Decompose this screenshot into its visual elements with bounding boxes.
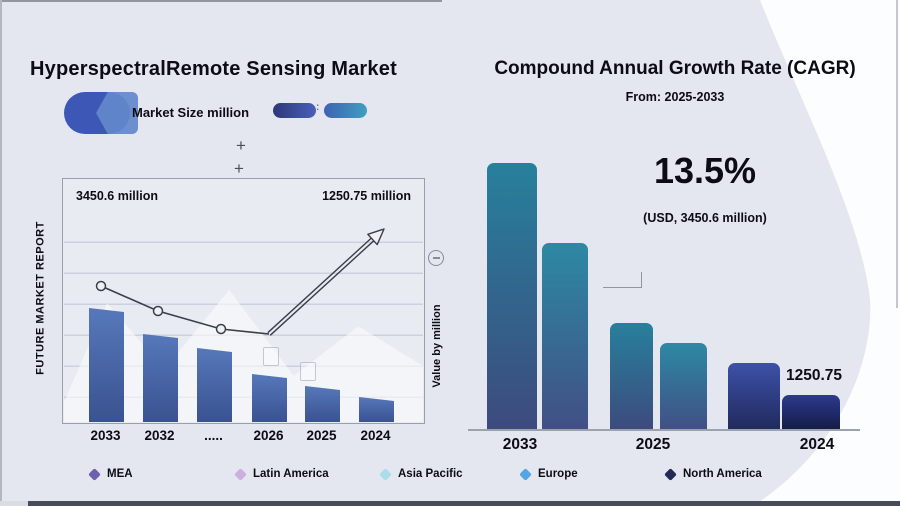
brand-label: Market Size million xyxy=(132,105,250,120)
cagr-axis-line xyxy=(468,429,860,431)
bar-..... xyxy=(197,348,232,422)
step-decoration xyxy=(603,287,641,289)
x-label: 2025 xyxy=(306,428,337,443)
background-swoosh xyxy=(753,0,900,506)
annotation-right: 1250.75 million xyxy=(322,189,411,203)
legend-diamond-icon xyxy=(664,467,677,481)
market-size-chart: 3450.6 million 1250.75 million xyxy=(62,178,425,424)
legend-label: MEA xyxy=(107,468,133,480)
bar-2026 xyxy=(252,374,287,422)
left-x-axis-labels: 2033 2032..... 2026 2025 2024 xyxy=(62,428,425,446)
legend-item-latin-america: Latin America xyxy=(234,467,329,481)
legend-item-europe: Europe xyxy=(519,467,578,481)
x-label: ..... xyxy=(204,428,223,443)
x-label: 2033 xyxy=(90,428,121,443)
bar-2025 xyxy=(305,386,340,422)
frame-right-border xyxy=(896,0,898,308)
legend-item-mea: MEA xyxy=(88,467,133,481)
cagr-bar xyxy=(782,395,840,430)
legend-label: Latin America xyxy=(253,468,329,480)
cagr-detail: (USD, 3450.6 million) xyxy=(643,211,767,225)
legend-item-asia-pacific: Asia Pacific xyxy=(379,467,463,481)
ratio-separator: : xyxy=(316,102,320,113)
cagr-x-label: 2033 xyxy=(502,436,538,453)
legend-diamond-icon xyxy=(234,467,247,481)
cagr-bar xyxy=(610,323,653,430)
bottom-border-light xyxy=(0,501,28,506)
minus-circle-icon xyxy=(428,250,444,266)
cagr-x-label: 2025 xyxy=(635,436,671,453)
legend-label: North America xyxy=(683,468,762,480)
bar-2024 xyxy=(359,397,394,422)
ghost-clipboard-icon xyxy=(300,362,316,381)
value-axis-label: Value by million xyxy=(431,304,443,388)
ratio-pill-left-icon xyxy=(273,103,316,118)
cagr-subtitle: From: 2025-2033 xyxy=(625,90,725,104)
x-label: 2032 xyxy=(144,428,175,443)
legend-diamond-icon xyxy=(88,467,101,481)
legend-label: Europe xyxy=(538,468,578,480)
step-decoration xyxy=(641,272,643,288)
plus-mark-icon: + xyxy=(234,159,244,178)
legend-item-north-america: North America xyxy=(664,467,762,481)
legend-diamond-icon xyxy=(519,467,532,481)
trend-line-arrow xyxy=(95,228,385,336)
bottom-border xyxy=(28,501,900,506)
frame-left-border xyxy=(0,0,2,501)
cagr-value: 13.5% xyxy=(653,150,757,191)
legend-label: Asia Pacific xyxy=(398,468,463,480)
bar-2033 xyxy=(89,308,124,422)
ghost-clipboard-icon xyxy=(263,347,279,366)
cagr-bar xyxy=(487,163,537,430)
legend-diamond-icon xyxy=(379,467,392,481)
plus-mark-icon: + xyxy=(236,136,246,155)
cagr-x-label: 2024 xyxy=(799,436,835,453)
ratio-pill-right-icon xyxy=(324,103,367,118)
page-title: HyperspectralRemote Sensing Market xyxy=(30,58,397,80)
annotation-left: 3450.6 million xyxy=(76,189,158,203)
x-label: 2024 xyxy=(360,428,391,443)
cagr-chart: 2033 2025 2024 13.5% (USD, 3450.6 million)… xyxy=(450,0,900,506)
x-label: 2026 xyxy=(253,428,284,443)
cagr-bar xyxy=(542,243,588,430)
cagr-bar xyxy=(660,343,707,430)
bar-value-label: 1250.75 xyxy=(786,367,843,384)
bar-2032 xyxy=(143,334,178,422)
cagr-title: Compound Annual Growth Rate (CAGR) xyxy=(494,58,856,79)
side-watermark-label: FUTURE MARKET REPORT xyxy=(34,221,47,375)
frame-top-border xyxy=(0,0,442,2)
cagr-bar xyxy=(728,363,780,430)
